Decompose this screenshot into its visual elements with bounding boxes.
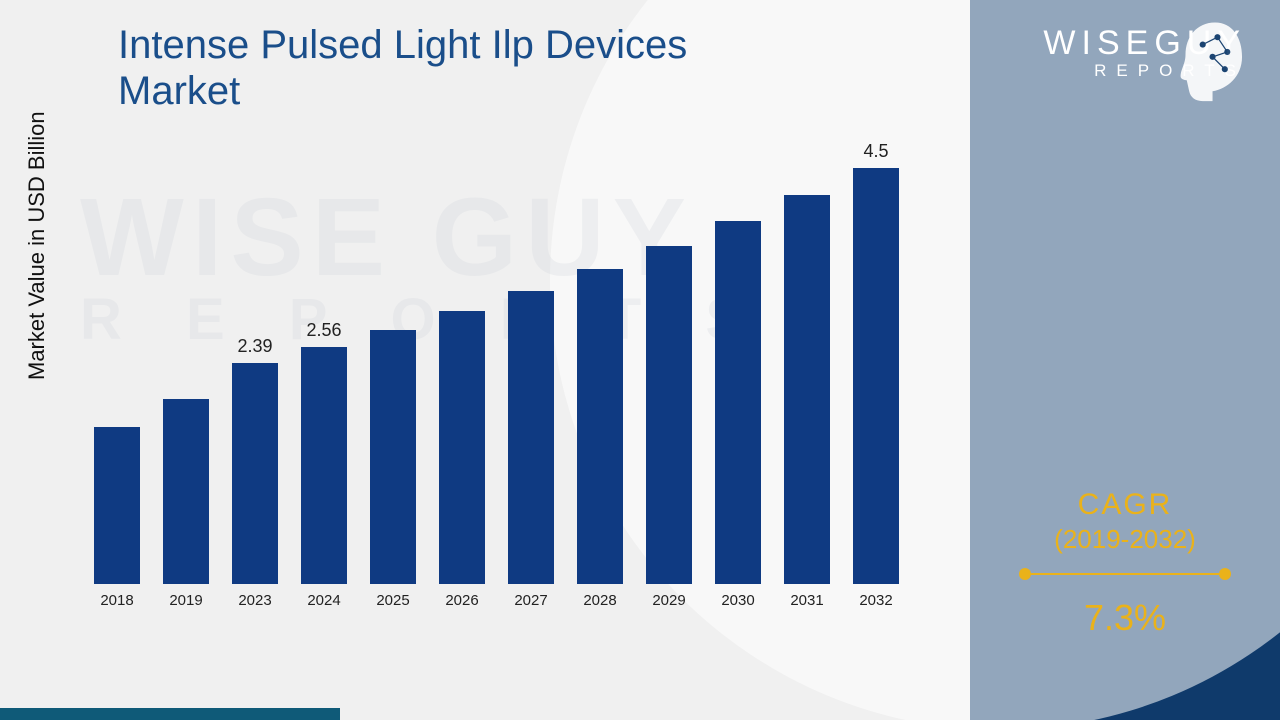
x-tick-label: 2031 <box>790 592 823 609</box>
bar-group: 2028 <box>577 140 623 584</box>
x-tick-label: 2025 <box>376 592 409 609</box>
y-axis-label: Market Value in USD Billion <box>24 111 50 380</box>
chart-area: Market Value in USD Billion 201820192.39… <box>60 140 930 620</box>
bar <box>715 221 761 584</box>
x-tick-label: 2019 <box>169 592 202 609</box>
bar-group: 2.562024 <box>301 140 347 584</box>
bar <box>577 269 623 584</box>
bar-value-label: 4.5 <box>863 141 888 162</box>
plot-region: 2018 2019 2.392023 2.562024 2025 2026 2027 2028… <box>94 140 930 584</box>
x-tick-label: 2026 <box>445 592 478 609</box>
bar-group: 2031 <box>784 140 830 584</box>
bar-group: 2018 <box>94 140 140 584</box>
canvas: WISE GUY R E P O R T S Intense Pulsed Li… <box>0 0 1280 720</box>
head-silhouette-icon <box>1178 20 1252 106</box>
bar <box>784 195 830 584</box>
bottom-accent-strip <box>0 708 340 720</box>
bar <box>301 347 347 584</box>
brand-logo: WISEGUY REPORTS <box>1043 24 1246 81</box>
bar-group: 2027 <box>508 140 554 584</box>
bar-group: 2030 <box>715 140 761 584</box>
x-tick-label: 2028 <box>583 592 616 609</box>
x-tick-label: 2032 <box>859 592 892 609</box>
bar <box>853 168 899 584</box>
bar-group: 4.52032 <box>853 140 899 584</box>
bar-group: 2026 <box>439 140 485 584</box>
bar <box>646 246 692 584</box>
bar-value-label: 2.56 <box>306 320 341 341</box>
x-tick-label: 2018 <box>100 592 133 609</box>
bar <box>232 363 278 584</box>
bar <box>163 399 209 584</box>
bar <box>370 330 416 584</box>
chart-title-text: Intense Pulsed Light Ilp Devices Market <box>118 23 687 113</box>
bar <box>439 311 485 584</box>
bar <box>94 427 140 584</box>
bar <box>508 291 554 584</box>
bar-group: 2019 <box>163 140 209 584</box>
cagr-divider <box>1025 573 1225 575</box>
x-tick-label: 2029 <box>652 592 685 609</box>
bar-group: 2.392023 <box>232 140 278 584</box>
bar-group: 2025 <box>370 140 416 584</box>
x-tick-label: 2024 <box>307 592 340 609</box>
x-tick-label: 2030 <box>721 592 754 609</box>
chart-title: Intense Pulsed Light Ilp Devices Market <box>118 22 818 114</box>
bar-value-label: 2.39 <box>237 336 272 357</box>
x-tick-label: 2023 <box>238 592 271 609</box>
cagr-panel: CAGR (2019-2032) 7.3% <box>1010 488 1240 639</box>
bar-group: 2029 <box>646 140 692 584</box>
cagr-range: (2019-2032) <box>1010 524 1240 555</box>
cagr-value: 7.3% <box>1010 597 1240 639</box>
x-tick-label: 2027 <box>514 592 547 609</box>
cagr-label: CAGR <box>1010 488 1240 522</box>
